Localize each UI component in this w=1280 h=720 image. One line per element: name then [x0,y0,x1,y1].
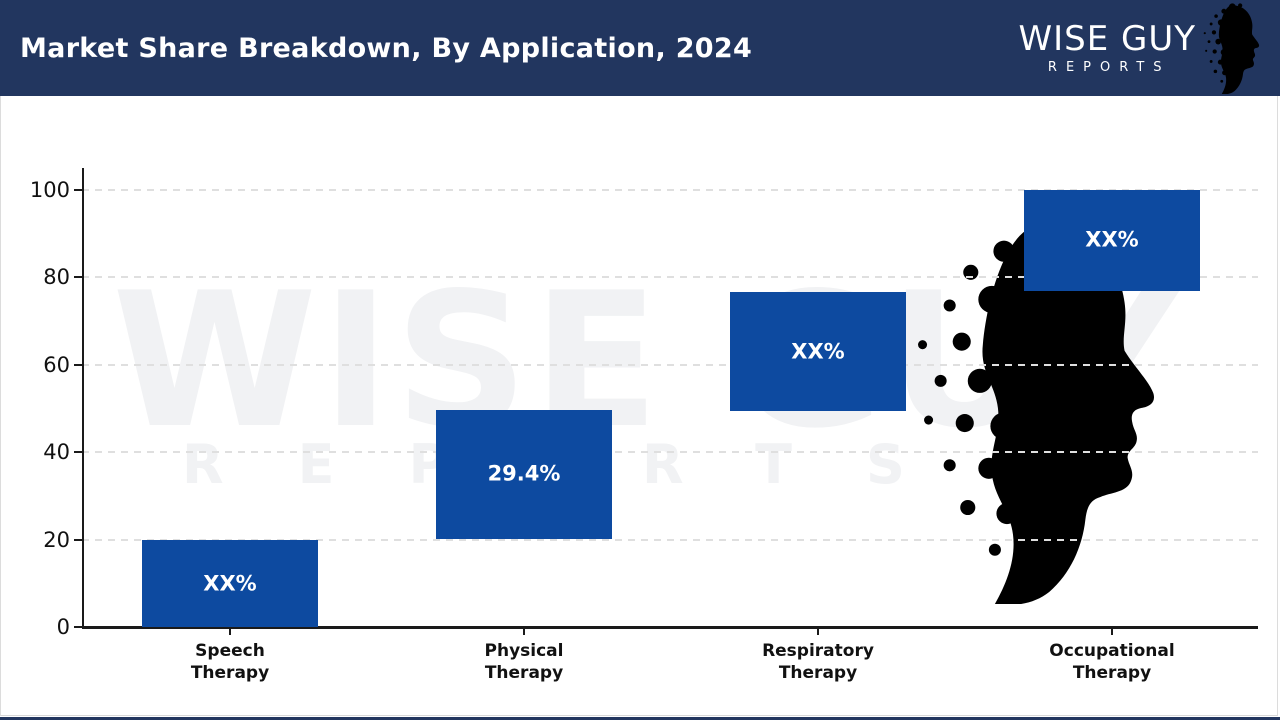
x-tick-0 [229,627,231,635]
bar-3 [1024,189,1200,291]
logo-face-icon [1203,3,1260,94]
x-category-label-2: Respiratory Therapy [762,641,874,683]
y-tick-80 [74,276,82,278]
y-tick-40 [74,451,82,453]
gridline-20 [82,538,1258,541]
gridline-40 [82,451,1258,453]
y-tick-60 [74,363,82,366]
y-tick-label-0: 0 [56,615,70,639]
x-tick-3 [1111,627,1113,635]
y-tick-label-40: 40 [43,440,70,464]
gridline-80 [82,276,1258,278]
bar-value-label-2: XX% [791,339,845,364]
bar-0 [142,540,318,627]
bar-value-label-3: XX% [1085,227,1139,252]
y-tick-100 [74,188,82,191]
x-category-label-1: Physical Therapy [484,641,564,683]
bar-1 [436,410,612,539]
y-tick-label-80: 80 [43,265,70,289]
y-axis-line [82,168,84,627]
logo-subtitle: REPORTS [1047,59,1171,75]
bar-2 [730,292,906,411]
y-tick-label-60: 60 [43,352,70,377]
x-axis-line [82,626,1258,629]
y-tick-label-100: 100 [29,177,70,202]
x-tick-2 [817,627,819,635]
logo-text: WISE GUY REPORTS [1018,22,1196,75]
y-tick-20 [74,538,82,541]
header: Market Share Breakdown, By Application, … [0,0,1280,96]
gridline-100 [82,188,1258,191]
page-title: Market Share Breakdown, By Application, … [20,32,753,64]
x-category-label-0: Speech Therapy [190,641,270,683]
bar-value-label-1: 29.4% [487,461,561,486]
y-tick-0 [74,626,82,628]
wiseguy-logo: WISE GUY REPORTS [1018,2,1262,94]
gridline-60 [82,363,1258,366]
bar-value-label-0: XX% [203,571,257,596]
x-tick-1 [523,627,525,635]
logo-wordmark: WISE GUY [1018,18,1196,59]
x-category-label-3: Occupational Therapy [1049,641,1175,683]
bottom-accent-bar [0,717,1280,720]
y-tick-label-20: 20 [43,527,70,552]
